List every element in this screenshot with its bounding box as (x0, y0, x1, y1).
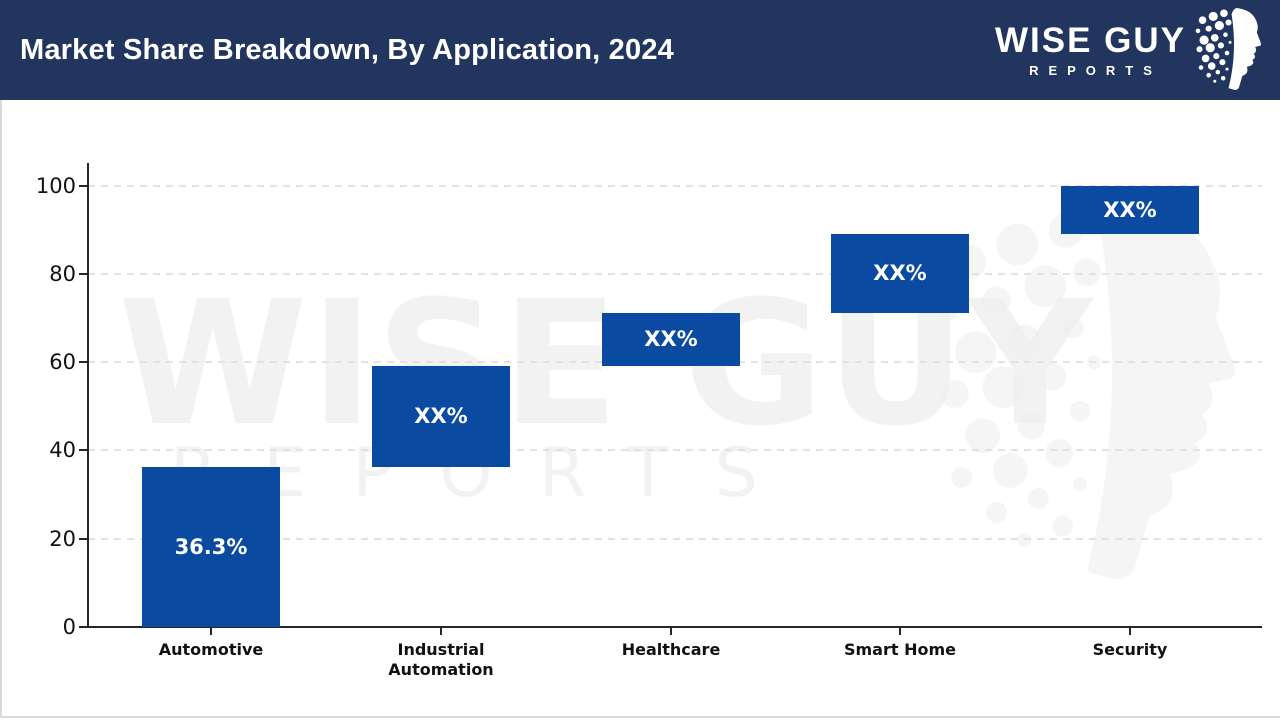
category-label-industrial-automation: Industrial Automation (388, 640, 494, 679)
bar-value-label: XX% (873, 261, 927, 286)
y-tick-label-80: 80 (49, 261, 76, 286)
y-tick-80 (79, 272, 88, 275)
x-tick-1 (210, 627, 212, 635)
y-tick-label-40: 40 (49, 438, 76, 463)
bar-smart-home: XX% (831, 233, 969, 314)
gridline-y100 (88, 184, 1262, 187)
brand-subname: REPORTS (1029, 63, 1162, 78)
y-tick-label-100: 100 (35, 173, 76, 198)
x-tick-2 (440, 627, 442, 635)
page-title: Market Share Breakdown, By Application, … (20, 33, 674, 66)
brand-logo: WISE GUY REPORTS (995, 8, 1266, 92)
brand-name: WISE GUY (994, 21, 1186, 60)
x-tick-5 (1129, 627, 1131, 635)
y-tick-20 (79, 537, 88, 540)
bar-value-label: XX% (644, 327, 698, 352)
category-label-automotive: Automotive (158, 640, 264, 659)
bar-value-label: XX% (1103, 197, 1157, 222)
gridline-y40 (88, 449, 1262, 452)
bar-value-label: XX% (414, 404, 468, 429)
category-label-healthcare: Healthcare (621, 640, 721, 659)
y-tick-label-20: 20 (49, 526, 76, 551)
y-tick-label-0: 0 (62, 615, 76, 639)
bar-healthcare: XX% (602, 313, 740, 366)
bar-automotive: 36.3% (142, 466, 280, 627)
y-tick-0 (79, 626, 88, 628)
bar-value-label: 36.3% (174, 534, 248, 559)
y-tick-label-60: 60 (49, 350, 76, 375)
header-bar: Market Share Breakdown, By Application, … (0, 0, 1280, 100)
gridline-y80 (88, 272, 1262, 275)
y-tick-40 (79, 449, 88, 452)
x-axis (87, 626, 1262, 628)
bar-security: XX% (1061, 185, 1199, 234)
brand-logo-text: WISE GUY REPORTS (995, 23, 1186, 77)
bar-industrial-automation: XX% (372, 365, 510, 467)
y-tick-100 (79, 184, 88, 187)
gridline-y20 (88, 537, 1262, 540)
x-tick-4 (899, 627, 901, 635)
brand-head-icon (1188, 8, 1266, 92)
content-frame (0, 100, 1280, 716)
footer-divider (0, 716, 1280, 718)
y-axis (87, 163, 89, 628)
category-label-smart-home: Smart Home (843, 640, 956, 659)
x-tick-3 (670, 627, 672, 635)
category-label-security: Security (1092, 640, 1168, 659)
y-tick-60 (79, 361, 88, 364)
